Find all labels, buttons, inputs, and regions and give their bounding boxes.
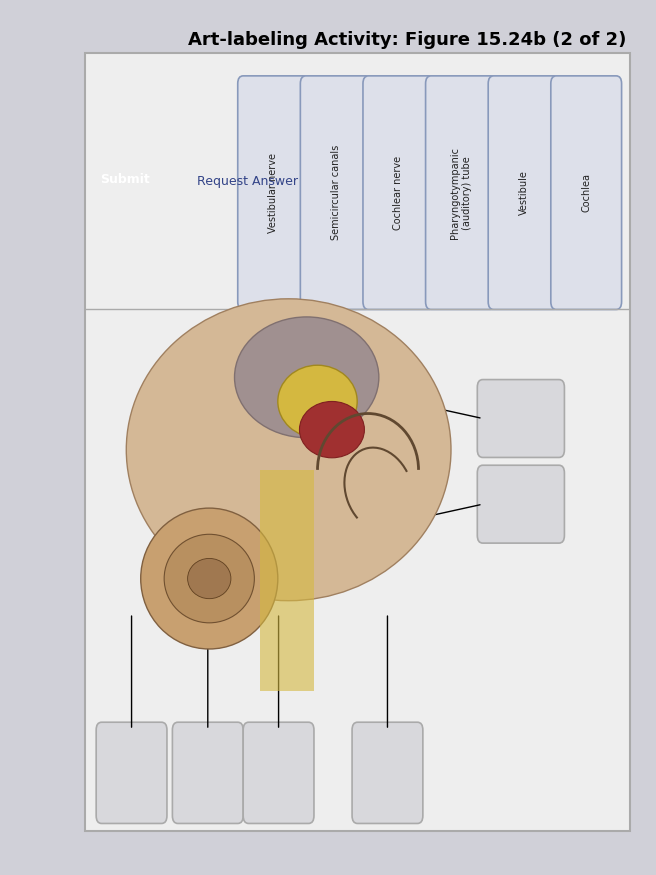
FancyBboxPatch shape (551, 76, 622, 310)
Text: Submit: Submit (100, 173, 150, 186)
Ellipse shape (188, 558, 231, 598)
Ellipse shape (300, 402, 365, 458)
Text: Cochlea: Cochlea (581, 173, 591, 212)
FancyBboxPatch shape (426, 76, 497, 310)
Ellipse shape (278, 365, 357, 438)
FancyBboxPatch shape (96, 722, 167, 823)
FancyBboxPatch shape (478, 380, 564, 458)
FancyBboxPatch shape (173, 722, 243, 823)
FancyBboxPatch shape (352, 722, 423, 823)
Text: Cochlear nerve: Cochlear nerve (394, 156, 403, 230)
FancyBboxPatch shape (478, 466, 564, 543)
FancyBboxPatch shape (488, 76, 559, 310)
Ellipse shape (164, 535, 255, 623)
Ellipse shape (235, 317, 379, 438)
FancyBboxPatch shape (300, 76, 371, 310)
Text: Pharyngotympanic
(auditory) tube: Pharyngotympanic (auditory) tube (450, 147, 472, 239)
Text: Vestibule: Vestibule (519, 171, 529, 215)
FancyBboxPatch shape (237, 76, 308, 310)
FancyBboxPatch shape (363, 76, 434, 310)
Ellipse shape (126, 298, 451, 600)
Bar (260, 470, 314, 691)
Text: Vestibular nerve: Vestibular nerve (268, 152, 278, 233)
Text: Request Answer: Request Answer (197, 175, 298, 187)
FancyBboxPatch shape (243, 722, 314, 823)
Text: Art-labeling Activity: Figure 15.24b (2 of 2): Art-labeling Activity: Figure 15.24b (2 … (188, 31, 626, 49)
Text: Semicircular canals: Semicircular canals (331, 145, 340, 241)
FancyBboxPatch shape (85, 52, 630, 831)
Ellipse shape (141, 508, 278, 649)
